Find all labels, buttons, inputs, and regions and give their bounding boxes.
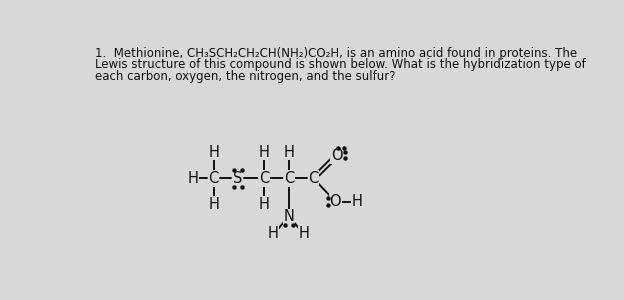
Text: H: H: [187, 171, 198, 186]
Text: O: O: [329, 194, 341, 209]
Text: H: H: [258, 197, 270, 212]
Text: H: H: [299, 226, 310, 242]
Text: H: H: [208, 197, 219, 212]
Text: C: C: [259, 171, 269, 186]
Text: O: O: [331, 148, 343, 163]
Text: N: N: [283, 209, 295, 224]
Text: C: C: [208, 171, 219, 186]
Text: C: C: [284, 171, 294, 186]
Text: each carbon, oxygen, the nitrogen, and the sulfur?: each carbon, oxygen, the nitrogen, and t…: [95, 70, 396, 83]
Text: H: H: [268, 226, 279, 242]
Text: H: H: [283, 145, 295, 160]
Text: H: H: [208, 145, 219, 160]
Text: C: C: [308, 171, 319, 186]
Text: S: S: [233, 171, 242, 186]
Text: Lewis structure of this compound is shown below. What is the hybridization type : Lewis structure of this compound is show…: [95, 58, 586, 71]
Text: H: H: [351, 194, 363, 209]
Text: 1.  Methionine, CH₃SCH₂CH₂CH(NH₂)CO₂H, is an amino acid found in proteins. The: 1. Methionine, CH₃SCH₂CH₂CH(NH₂)CO₂H, is…: [95, 47, 577, 60]
Text: H: H: [258, 145, 270, 160]
